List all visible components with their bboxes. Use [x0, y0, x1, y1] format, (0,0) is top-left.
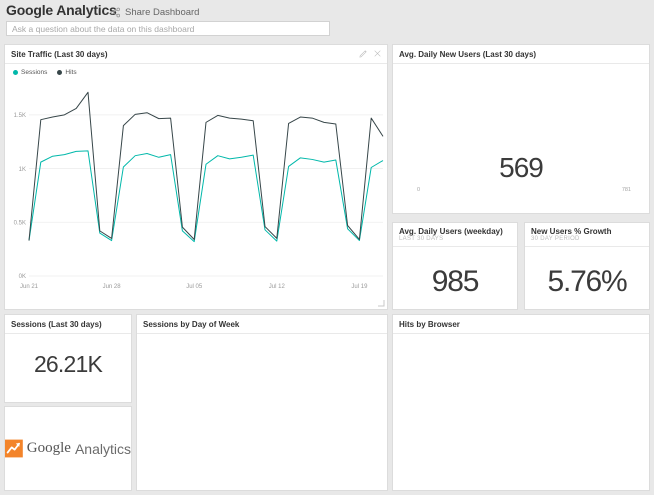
panel-header-gauge: Avg. Daily New Users (Last 30 days): [393, 45, 649, 64]
panel-subtitle-kpi-weekday: LAST 30 DAYS: [399, 236, 444, 242]
panel-header-site-traffic: Site Traffic (Last 30 days): [5, 45, 387, 64]
gauge-chart: [393, 64, 649, 213]
panel-header-bar: Sessions by Day of Week: [137, 315, 387, 334]
logo-text-google: Google: [26, 440, 71, 456]
panel-google-analytics-logo[interactable]: Google Analytics: [4, 406, 132, 491]
qna-placeholder-text: Ask a question about the data on this da…: [12, 23, 195, 34]
kpi-value-growth: 5.76%: [547, 265, 627, 298]
svg-text:Jul 12: Jul 12: [269, 284, 286, 290]
panel-body-sessions: 26.21K: [5, 334, 131, 402]
panel-header-pie: Hits by Browser: [393, 315, 649, 334]
legend-swatch-hits: [57, 70, 63, 75]
panel-subtitle-kpi-growth: 30 DAY PERIOD: [531, 236, 580, 242]
svg-text:Jun 21: Jun 21: [20, 284, 39, 290]
panel-body-pie: [393, 334, 649, 490]
kpi-value-weekday: 985: [431, 265, 480, 298]
panel-avg-daily-users-weekday[interactable]: Avg. Daily Users (weekday) LAST 30 DAYS …: [392, 222, 518, 310]
panel-title-kpi-growth: New Users % Growth: [531, 227, 612, 236]
panel-body-kpi-growth: 5.76%: [525, 247, 649, 310]
svg-text:Jul 05: Jul 05: [186, 284, 203, 290]
panel-header-kpi-weekday: Avg. Daily Users (weekday) LAST 30 DAYS: [393, 223, 517, 247]
legend-label-hits: Hits: [65, 69, 77, 76]
svg-text:1.5K: 1.5K: [14, 113, 26, 119]
panel-new-users-growth[interactable]: New Users % Growth 30 DAY PERIOD 5.76%: [524, 222, 650, 310]
svg-text:Jul 19: Jul 19: [351, 284, 368, 290]
dashboard-header: Google Analytics Share Dashboard Ask a q…: [0, 0, 654, 40]
share-icon: [110, 7, 121, 18]
logo-text-analytics: Analytics: [74, 440, 131, 457]
resize-handle-icon[interactable]: [377, 299, 385, 307]
sessions-value: 26.21K: [33, 351, 103, 377]
panel-actions: [359, 49, 382, 58]
panel-header-kpi-growth: New Users % Growth 30 DAY PERIOD: [525, 223, 649, 247]
panel-sessions-total[interactable]: Sessions (Last 30 days) 26.21K: [4, 314, 132, 403]
google-analytics-logo: Google Analytics: [5, 407, 131, 490]
panel-avg-daily-new-users[interactable]: Avg. Daily New Users (Last 30 days) 569 …: [392, 44, 650, 214]
panel-body-kpi-weekday: 985: [393, 247, 517, 310]
legend-label-sessions: Sessions: [21, 69, 48, 76]
panel-title-sessions: Sessions (Last 30 days): [11, 319, 102, 329]
bar-chart-sessions-by-day: [137, 334, 387, 490]
gauge-max-label: 781: [621, 187, 631, 193]
gauge-min-label: 0: [417, 187, 421, 193]
page-title: Google Analytics: [6, 2, 117, 18]
svg-text:1K: 1K: [19, 167, 26, 173]
legend-item-hits[interactable]: Hits: [57, 69, 77, 76]
close-icon[interactable]: [373, 49, 382, 58]
panel-body-bar: [137, 334, 387, 490]
panel-title-bar: Sessions by Day of Week: [143, 319, 240, 329]
gauge-value-label: 569: [499, 152, 544, 183]
panel-site-traffic[interactable]: Site Traffic (Last 30 days) Sessions: [4, 44, 388, 310]
qna-search-input[interactable]: Ask a question about the data on this da…: [6, 21, 330, 36]
pencil-icon[interactable]: [359, 49, 368, 58]
legend-swatch-sessions: [13, 70, 18, 75]
panel-title-pie: Hits by Browser: [399, 319, 460, 329]
line-chart-site-traffic: 0K 0.5K 1K 1.5K Jun 21 Jun 28 Jul 05 Jul 12 Jul …: [14, 91, 384, 290]
share-dashboard-button[interactable]: Share Dashboard: [110, 7, 199, 18]
panel-sessions-by-day[interactable]: Sessions by Day of Week: [136, 314, 388, 491]
panel-title-site-traffic: Site Traffic (Last 30 days): [11, 49, 108, 59]
panel-body-site-traffic: Sessions Hits 0K 0.5K 1K 1.5K Jun 21 Jun 28 Ju…: [5, 64, 387, 309]
chart-legend-site-traffic: Sessions Hits: [13, 69, 77, 76]
panel-hits-by-browser[interactable]: Hits by Browser: [392, 314, 650, 491]
panel-title-gauge: Avg. Daily New Users (Last 30 days): [399, 49, 537, 59]
svg-text:0K: 0K: [19, 274, 26, 280]
svg-text:0.5K: 0.5K: [14, 220, 26, 226]
panel-body-gauge: 569 0 781: [393, 64, 649, 213]
share-dashboard-label: Share Dashboard: [125, 7, 200, 18]
svg-text:Jun 28: Jun 28: [103, 284, 122, 290]
google-analytics-mark-icon: [5, 439, 23, 458]
pie-chart-hits-by-browser: [393, 334, 649, 490]
legend-item-sessions[interactable]: Sessions: [13, 69, 47, 76]
panel-header-sessions: Sessions (Last 30 days): [5, 315, 131, 334]
panel-title-kpi-weekday: Avg. Daily Users (weekday): [399, 227, 503, 236]
